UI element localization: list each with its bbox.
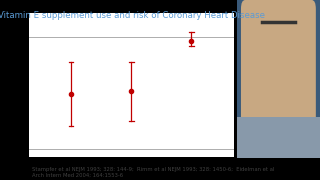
Text: Vitamin E supplement use and risk of Coronary Heart Disease: Vitamin E supplement use and risk of Cor… bbox=[0, 11, 265, 20]
Text: Stampfer et al NEJM 1993; 328: 144-9;  Rimm et al NEJM 1993; 328: 1450-6;  Eidel: Stampfer et al NEJM 1993; 328: 144-9; Ri… bbox=[32, 167, 274, 178]
Bar bbox=[237, 117, 320, 180]
FancyBboxPatch shape bbox=[241, 0, 316, 135]
